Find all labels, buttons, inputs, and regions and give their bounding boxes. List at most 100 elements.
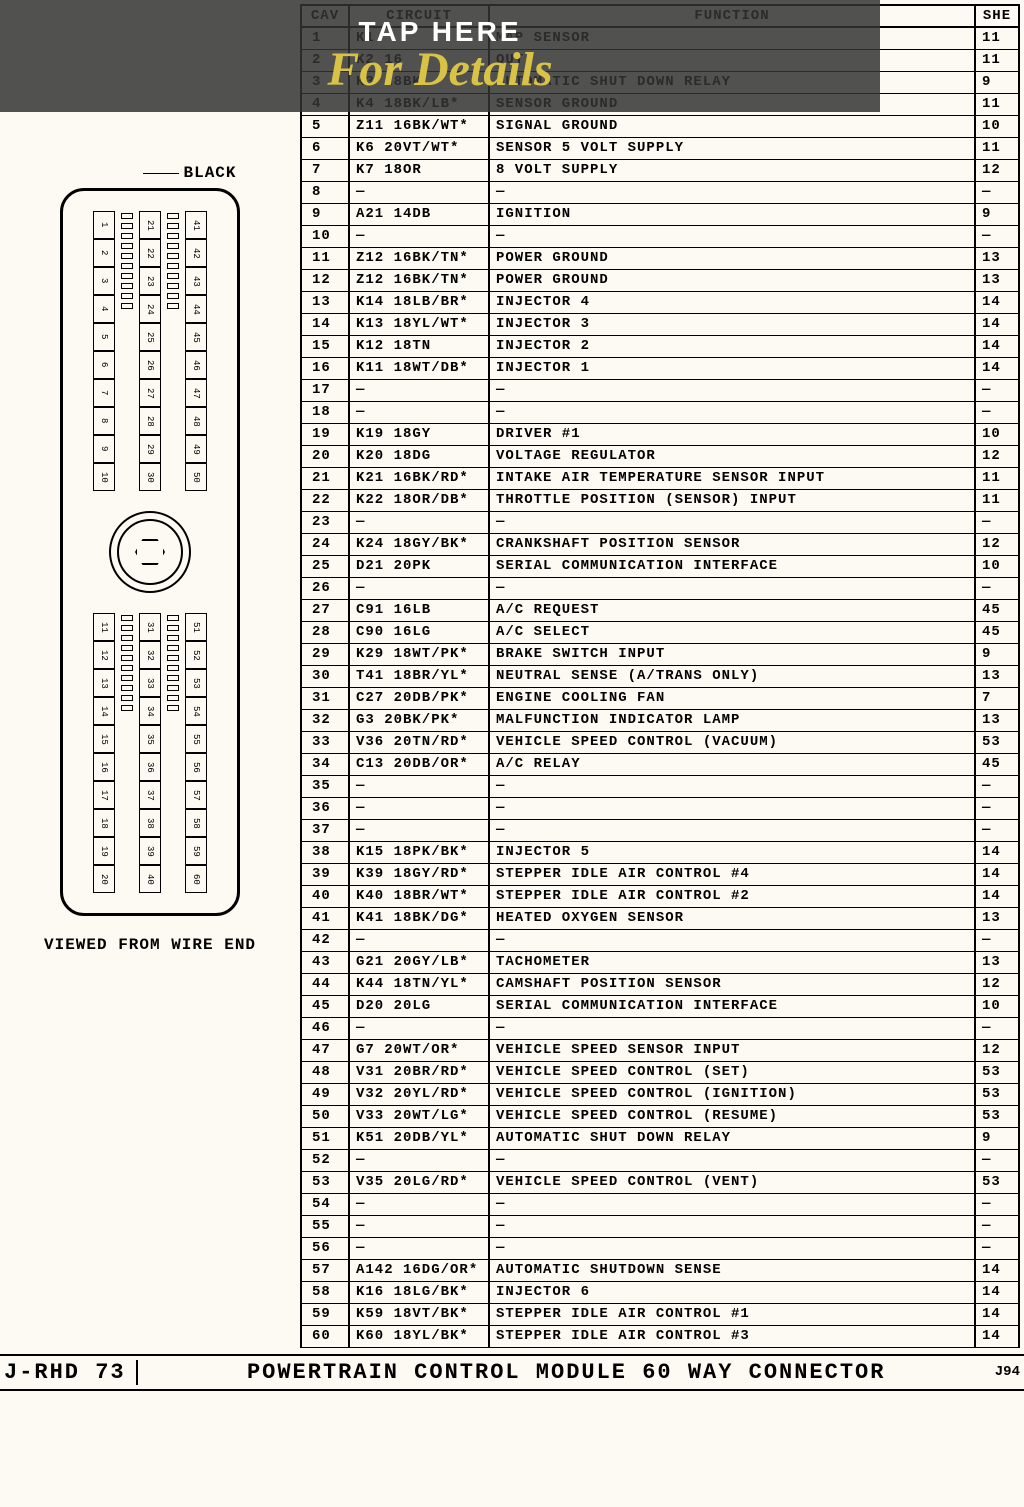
table-row: 11Z12 16BK/TN*POWER GROUND13 [301,247,1019,269]
pin-hole-icon [121,253,133,259]
cell-function: NEUTRAL SENSE (A/TRANS ONLY) [489,665,975,687]
table-row: 16K11 18WT/DB*INJECTOR 114 [301,357,1019,379]
cell-cav: 27 [301,599,349,621]
cell-function: — [489,797,975,819]
cell-cav: 13 [301,291,349,313]
pin-cell: 50 [185,463,207,491]
table-row: 14K13 18YL/WT*INJECTOR 314 [301,313,1019,335]
cell-function: VEHICLE SPEED CONTROL (SET) [489,1061,975,1083]
cell-function: — [489,1149,975,1171]
cell-function: — [489,819,975,841]
table-row: 55——— [301,1215,1019,1237]
cell-cav: 39 [301,863,349,885]
cell-function: — [489,1215,975,1237]
cell-cav: 25 [301,555,349,577]
pin-column: 21222324252627282930 [139,211,161,491]
pin-cell: 16 [93,753,115,781]
cell-cav: 33 [301,731,349,753]
cell-she: 11 [975,49,1019,71]
cell-she: 14 [975,841,1019,863]
pin-cell: 37 [139,781,161,809]
cell-she: 13 [975,269,1019,291]
cell-she: 13 [975,907,1019,929]
pin-cell: 60 [185,865,207,893]
pin-cell: 31 [139,613,161,641]
cell-circuit: K7 18OR [349,159,489,181]
cell-cav: 10 [301,225,349,247]
table-row: 50V33 20WT/LG*VEHICLE SPEED CONTROL (RES… [301,1105,1019,1127]
cell-circuit: K21 16BK/RD* [349,467,489,489]
cell-cav: 21 [301,467,349,489]
cell-function: INJECTOR 1 [489,357,975,379]
pin-hole-icon [167,645,179,651]
cell-function: — [489,401,975,423]
cell-function: — [489,1237,975,1259]
pin-cell: 22 [139,239,161,267]
pin-hole-icon [121,243,133,249]
table-row: 41K41 18BK/DG*HEATED OXYGEN SENSOR13 [301,907,1019,929]
cell-function: INJECTOR 3 [489,313,975,335]
cell-function: INJECTOR 4 [489,291,975,313]
cell-cav: 41 [301,907,349,929]
cell-she: 13 [975,709,1019,731]
cell-she: — [975,1017,1019,1039]
cell-cav: 8 [301,181,349,203]
cell-she: 14 [975,291,1019,313]
table-row: 53V35 20LG/RD*VEHICLE SPEED CONTROL (VEN… [301,1171,1019,1193]
cell-circuit: K20 18DG [349,445,489,467]
table-row: 37——— [301,819,1019,841]
cell-function: — [489,577,975,599]
pin-hole-icon [121,655,133,661]
cell-cav: 5 [301,115,349,137]
pin-hole-icon [121,695,133,701]
cell-function: — [489,225,975,247]
pin-hole-icon [167,213,179,219]
cell-circuit: G3 20BK/PK* [349,709,489,731]
screw-hex-icon [135,539,165,565]
pin-hole-icon [167,625,179,631]
table-row: 48V31 20BR/RD*VEHICLE SPEED CONTROL (SET… [301,1061,1019,1083]
promo-overlay[interactable]: TAP HERE For Details [0,0,880,112]
cell-function: — [489,379,975,401]
cell-she: 12 [975,973,1019,995]
cell-circuit: D20 20LG [349,995,489,1017]
table-row: 26——— [301,577,1019,599]
cell-cav: 34 [301,753,349,775]
cell-cav: 57 [301,1259,349,1281]
cell-cav: 17 [301,379,349,401]
cell-she: 14 [975,885,1019,907]
pin-cell: 52 [185,641,207,669]
pin-hole-icon [167,615,179,621]
cell-cav: 29 [301,643,349,665]
cell-she: 53 [975,1105,1019,1127]
pin-cell: 58 [185,809,207,837]
cell-cav: 55 [301,1215,349,1237]
cell-cav: 54 [301,1193,349,1215]
pin-cell: 23 [139,267,161,295]
cell-she: 14 [975,313,1019,335]
pin-cell: 3 [93,267,115,295]
cell-she: 14 [975,1259,1019,1281]
cell-function: A/C RELAY [489,753,975,775]
footer-left-code: J-RHD 73 [0,1360,138,1385]
table-row: 51K51 20DB/YL*AUTOMATIC SHUT DOWN RELAY9 [301,1127,1019,1149]
table-row: 52——— [301,1149,1019,1171]
pin-cell: 28 [139,407,161,435]
pin-cell: 27 [139,379,161,407]
cell-circuit: D21 20PK [349,555,489,577]
cell-cav: 19 [301,423,349,445]
cell-circuit: K29 18WT/PK* [349,643,489,665]
cell-cav: 6 [301,137,349,159]
cell-cav: 32 [301,709,349,731]
cell-function: — [489,1017,975,1039]
cell-she: 11 [975,489,1019,511]
pin-hole-icon [167,635,179,641]
table-row: 19K19 18GYDRIVER #110 [301,423,1019,445]
viewed-from-label: VIEWED FROM WIRE END [44,936,256,954]
cell-she: 12 [975,445,1019,467]
cell-cav: 18 [301,401,349,423]
pin-hole-icon [121,705,133,711]
pin-hole-icon [121,273,133,279]
pin-hole-icon [121,635,133,641]
pin-cell: 7 [93,379,115,407]
